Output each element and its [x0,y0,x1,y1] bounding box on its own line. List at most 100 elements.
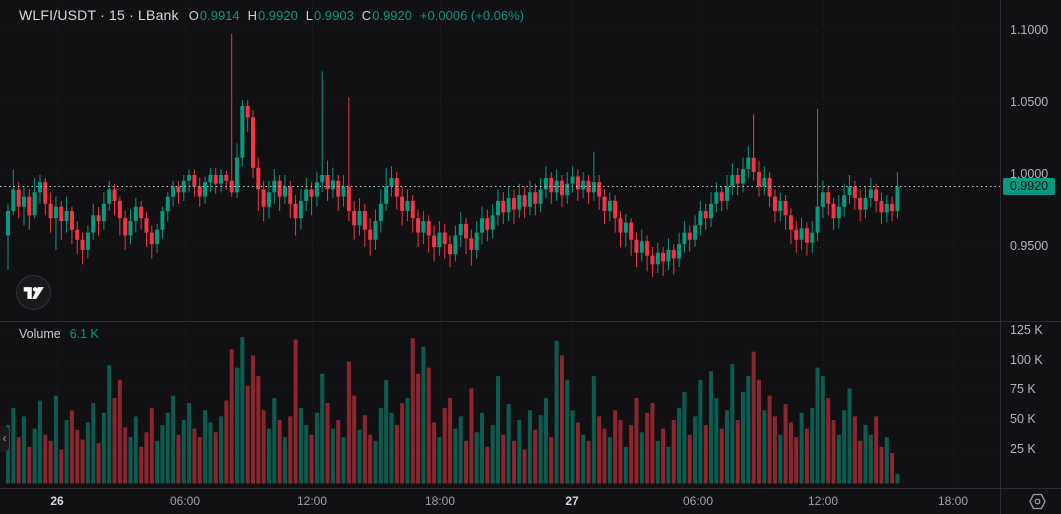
candle-body [155,229,160,245]
candle-body [485,218,490,230]
volume-bar [43,434,48,484]
volume-bar [48,440,53,484]
volume-bar [368,434,373,484]
volume-bar [480,412,485,484]
candle-body [597,182,602,197]
candle-body [368,229,373,240]
candle-body [517,195,522,210]
candle-body [149,232,154,245]
volume-bar [11,407,16,484]
candle-body [197,186,202,197]
volume-bar [570,410,575,484]
volume-bar [101,412,106,484]
candle-body [469,238,474,250]
time-tick-label: 26 [50,494,64,508]
candle-body [187,175,192,181]
volume-tick-label: 125 K [1010,323,1043,337]
candle-body [826,192,831,204]
volume-bar [293,339,298,484]
candle-body [570,176,575,184]
candle-body [80,239,85,250]
volume-bar [618,420,623,484]
volume-bar [709,371,714,484]
candle-body [682,232,687,245]
symbol-title[interactable]: WLFI/USDT · 15 · LBank [19,7,179,23]
volume-bar [426,367,431,484]
volume-bar [91,402,96,484]
candle-body [559,180,564,196]
volume-bar [693,416,698,484]
volume-bar [735,420,740,484]
volume-bar [181,420,186,484]
volume-bar [128,437,133,484]
candle-body [480,218,485,233]
volume-bar [416,373,421,484]
volume-bar [187,402,192,484]
volume-bar [245,385,250,484]
volume-bar [330,428,335,484]
chart-legend[interactable]: WLFI/USDT · 15 · LBank O 0.9914 H 0.9920 L… [19,7,524,23]
candle-body [27,196,32,216]
volume-bar [53,395,58,484]
candle-body [575,176,580,190]
candle-body [639,241,644,253]
volume-bar [751,351,756,484]
settings-gear-icon[interactable] [1028,492,1047,511]
candle-body [219,175,224,184]
candle-body [75,229,80,240]
tradingview-logo[interactable] [16,275,51,310]
change-value: +0.0006 (+0.06%) [419,8,525,23]
collapse-chevron-icon[interactable]: ‹ [0,426,9,452]
volume-bar [250,355,255,484]
volume-bar [517,420,522,484]
volume-bar [655,440,660,484]
candle-body [362,211,367,230]
volume-bar [59,449,64,484]
volume-tick-label: 25 K [1010,442,1036,456]
volume-bar [511,440,516,484]
candle-body [32,192,37,216]
volume-bar [607,437,612,484]
candle-body [506,198,511,213]
candle-body [192,175,197,187]
candle-body [474,232,479,250]
ohlc-values: O 0.9914 H 0.9920 L 0.9903 C 0.9920 +0.0006 … [189,8,524,23]
price-axis[interactable]: 0.9920 1.1000 1.0500 1.0000 0.9500 125 K 100 … [1001,0,1061,488]
volume-bar [235,367,240,484]
candle-body [421,221,426,233]
volume-bar [591,376,596,484]
volume-bar [852,416,857,484]
volume-legend[interactable]: Volume 6.1 K [19,327,99,341]
candle-body [91,215,96,233]
price-tick-label: 0.9500 [1010,239,1049,253]
time-tick-label: 12:00 [807,494,839,508]
candle-body [884,203,889,213]
volume-bar [341,437,346,484]
volume-bar [176,434,181,484]
price-tick-label: 1.1000 [1010,23,1049,37]
candle-body [293,203,298,219]
candle-body [623,222,628,233]
candle-body [767,177,772,197]
candle-body [501,200,506,213]
volume-bar [155,440,160,484]
volume-bar [224,400,229,484]
volume-bar [703,424,708,484]
volume-bar [890,453,895,484]
candle-body [591,182,596,193]
candle-body [400,196,405,211]
candle-body [511,198,516,210]
open-label: O [188,8,199,23]
candle-body [788,215,793,230]
time-axis[interactable]: 26 06:00 12:00 18:00 27 06:00 12:00 18:00 [0,489,1001,514]
low-label: L [305,8,314,23]
volume-bar [117,379,122,484]
volume-bar [165,412,170,484]
candle-body [123,218,128,236]
candle-body [330,180,335,190]
candle-body [799,228,804,240]
close-value: 0.9920 [372,8,412,23]
candle-body [245,105,250,118]
volume-bar [208,422,213,484]
